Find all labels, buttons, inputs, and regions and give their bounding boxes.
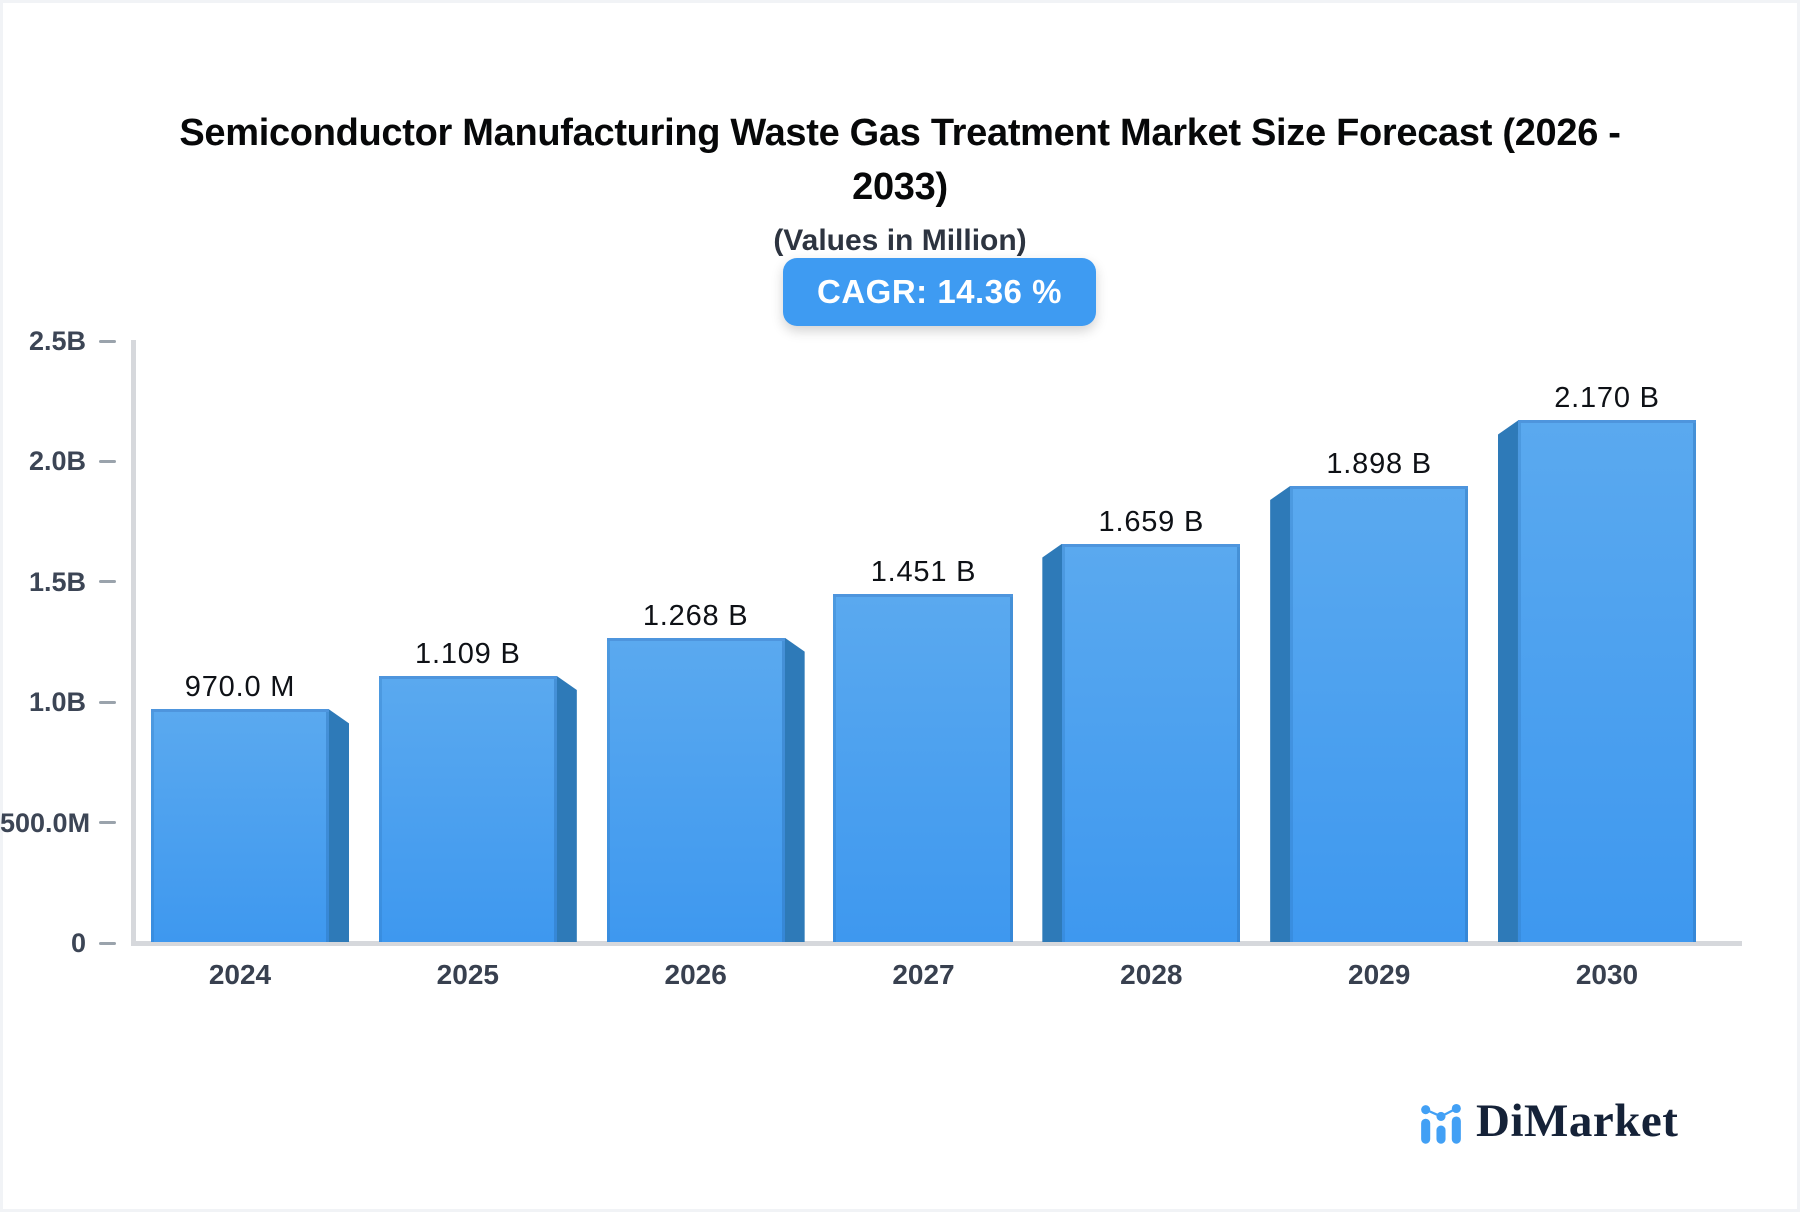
bar-face: [1517, 420, 1696, 942]
bar-value-label: 1.268 B: [642, 599, 749, 632]
bar-face: [606, 637, 785, 942]
bar-value-label: 970.0 M: [184, 671, 296, 704]
bar-side-face: [784, 637, 805, 942]
brand-name: DiMarket: [1476, 1095, 1679, 1147]
bar-face: [151, 709, 329, 942]
x-axis-line: [131, 941, 1742, 946]
bar-side-face: [329, 709, 349, 942]
bar-face: [1062, 543, 1241, 942]
bar-2025[interactable]: [378, 675, 577, 942]
bar-value-label: 1.659 B: [1098, 505, 1205, 538]
cagr-badge: CAGR: 14.36 %: [783, 258, 1096, 326]
chart-title-line2: 2033): [852, 166, 948, 208]
y-axis-line: [131, 340, 136, 946]
bar-value-label: 1.109 B: [415, 637, 521, 670]
y-axis-tick-label: 500.0M: [0, 807, 91, 838]
y-axis-tick-mark: [99, 459, 116, 463]
y-axis-tick-label: 1.5B: [28, 566, 86, 597]
bar-2027[interactable]: [833, 593, 1014, 942]
y-axis-tick-label: 1.0B: [28, 687, 86, 718]
bar-2024[interactable]: [151, 709, 349, 942]
x-axis-tick-label: 2026: [664, 959, 727, 990]
y-axis-tick-mark: [99, 700, 116, 704]
x-axis-tick-label: 2029: [1348, 959, 1411, 990]
x-axis-tick-label: 2030: [1575, 959, 1639, 990]
bar-value-label: 1.898 B: [1326, 447, 1432, 480]
bar-face: [378, 675, 557, 942]
x-axis-tick-label: 2028: [1120, 959, 1183, 990]
bar-value-label: 1.451 B: [870, 555, 977, 588]
bar-face: [833, 593, 1014, 942]
y-axis-tick-mark: [99, 941, 116, 945]
x-axis-tick-label: 2024: [208, 959, 272, 990]
bar-2030[interactable]: [1497, 420, 1696, 942]
bar-side-face: [1042, 543, 1063, 942]
bar-2028[interactable]: [1042, 543, 1241, 942]
x-axis-tick-label: 2025: [436, 959, 499, 990]
y-axis-tick-mark: [99, 580, 116, 584]
bar-side-face: [1497, 420, 1518, 942]
chart-title-line1: Semiconductor Manufacturing Waste Gas Tr…: [179, 112, 1621, 154]
y-axis-tick-label: 2.0B: [28, 446, 86, 477]
y-axis-tick-mark: [99, 821, 116, 825]
bar-2029[interactable]: [1270, 485, 1469, 942]
bar-chart-logo-icon: [1421, 1103, 1461, 1144]
bar-value-label: 2.170 B: [1554, 382, 1660, 415]
y-axis-tick-label: 0: [70, 928, 86, 958]
bar-side-face: [1270, 485, 1291, 942]
bar-face: [1290, 485, 1469, 942]
y-axis-tick-mark: [99, 339, 116, 343]
y-axis-tick-label: 2.5B: [28, 326, 86, 356]
brand-logo: DiMarket: [1420, 1094, 1678, 1148]
chart-subtitle: (Values in Million): [773, 224, 1027, 257]
x-axis-tick-label: 2027: [892, 959, 955, 990]
bar-side-face: [556, 675, 577, 942]
bar-2026[interactable]: [606, 637, 805, 942]
